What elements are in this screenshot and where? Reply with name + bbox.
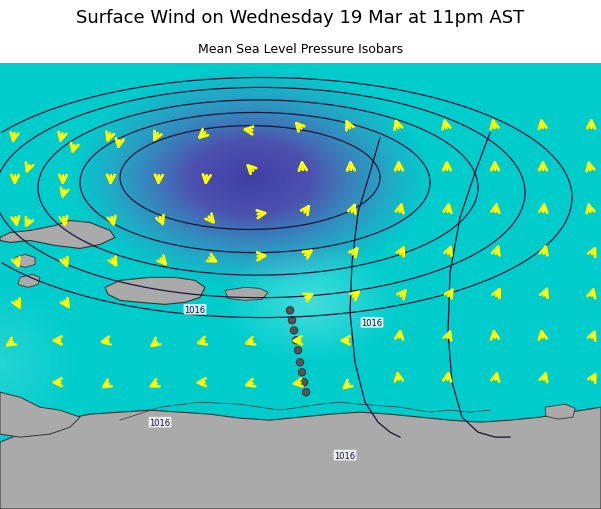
Circle shape bbox=[297, 360, 302, 365]
Circle shape bbox=[302, 389, 310, 396]
Text: 1016: 1016 bbox=[185, 305, 206, 314]
Circle shape bbox=[304, 390, 308, 395]
Circle shape bbox=[291, 328, 296, 333]
Polygon shape bbox=[0, 392, 80, 437]
Polygon shape bbox=[545, 404, 575, 419]
Text: 1016: 1016 bbox=[150, 418, 171, 427]
Circle shape bbox=[302, 380, 307, 385]
Text: Mean Sea Level Pressure Isobars: Mean Sea Level Pressure Isobars bbox=[198, 43, 403, 56]
Polygon shape bbox=[105, 278, 205, 305]
Text: 1016: 1016 bbox=[334, 450, 356, 460]
Polygon shape bbox=[15, 255, 35, 268]
Circle shape bbox=[287, 307, 293, 314]
Polygon shape bbox=[18, 275, 40, 288]
Polygon shape bbox=[225, 288, 268, 301]
Circle shape bbox=[290, 327, 297, 334]
Circle shape bbox=[287, 308, 293, 313]
Circle shape bbox=[299, 370, 305, 375]
Polygon shape bbox=[0, 407, 601, 509]
Circle shape bbox=[288, 317, 296, 324]
Circle shape bbox=[293, 338, 299, 343]
Circle shape bbox=[299, 369, 305, 376]
Circle shape bbox=[294, 347, 302, 354]
Circle shape bbox=[296, 348, 300, 353]
Text: 1016: 1016 bbox=[361, 318, 383, 327]
Circle shape bbox=[290, 318, 294, 323]
Circle shape bbox=[293, 337, 299, 344]
Text: Surface Wind on Wednesday 19 Mar at 11pm AST: Surface Wind on Wednesday 19 Mar at 11pm… bbox=[76, 9, 525, 27]
Circle shape bbox=[300, 379, 308, 386]
Circle shape bbox=[296, 359, 304, 366]
Polygon shape bbox=[0, 221, 115, 249]
